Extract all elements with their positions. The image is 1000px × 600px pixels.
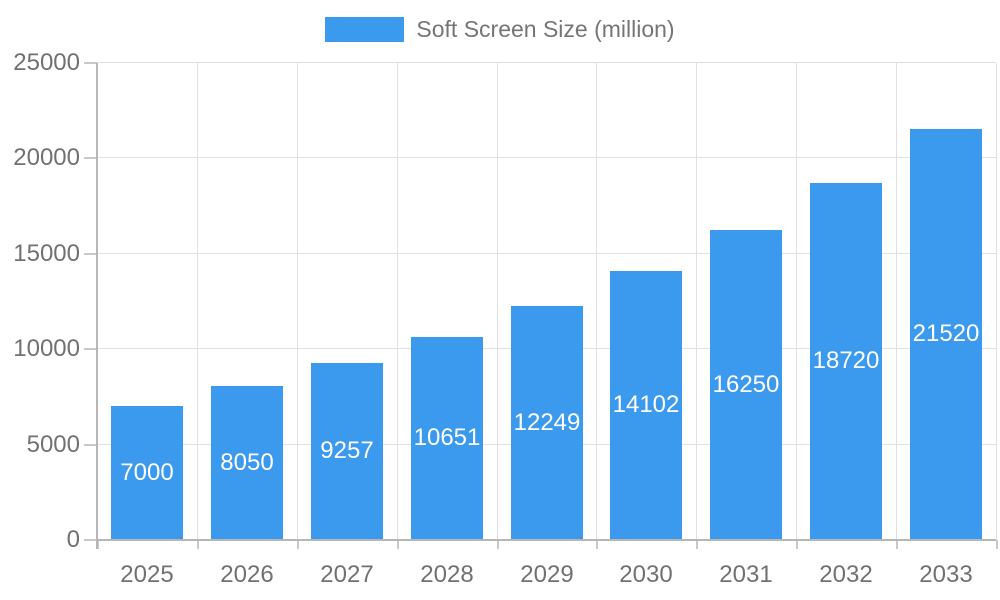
x-axis-line	[96, 539, 996, 541]
legend-item[interactable]: Soft Screen Size (million)	[0, 17, 1000, 42]
y-gridline	[97, 62, 996, 63]
y-tick-mark	[84, 253, 97, 255]
x-axis-tick-label: 2033	[919, 561, 973, 588]
x-axis-tick-label: 2027	[320, 561, 374, 588]
y-tick-mark	[84, 539, 97, 541]
bar-2029[interactable]	[511, 306, 583, 539]
x-tick-mark	[696, 540, 698, 549]
y-axis-line	[96, 63, 98, 549]
x-tick-mark	[896, 540, 898, 549]
y-gridline	[97, 157, 996, 158]
x-axis-tick-label: 2031	[719, 561, 773, 588]
y-axis-tick-label: 10000	[13, 335, 80, 362]
x-tick-mark	[397, 540, 399, 549]
x-gridline	[696, 63, 697, 540]
x-axis-tick-label: 2028	[420, 561, 474, 588]
legend-label: Soft Screen Size (million)	[416, 16, 675, 42]
bar-2028[interactable]	[411, 337, 483, 539]
x-gridline	[297, 63, 298, 540]
bar-2032[interactable]	[810, 183, 882, 539]
x-gridline	[197, 63, 198, 540]
x-axis-tick-label: 2026	[220, 561, 274, 588]
x-axis-tick-label: 2025	[120, 561, 174, 588]
x-tick-mark	[97, 540, 99, 549]
x-gridline	[796, 63, 797, 540]
legend-swatch	[325, 17, 405, 42]
x-tick-mark	[297, 540, 299, 549]
x-axis-tick-label: 2032	[819, 561, 873, 588]
bar-2026[interactable]	[211, 386, 283, 539]
bar-2030[interactable]	[610, 271, 682, 539]
y-axis-tick-label: 5000	[26, 431, 80, 458]
y-gridline	[97, 253, 996, 254]
x-axis-tick-label: 2030	[619, 561, 673, 588]
y-axis-tick-label: 15000	[13, 240, 80, 267]
x-axis-tick-label: 2029	[520, 561, 574, 588]
x-gridline	[896, 63, 897, 540]
y-axis-tick-label: 0	[66, 526, 80, 553]
x-tick-mark	[497, 540, 499, 549]
x-gridline	[397, 63, 398, 540]
x-tick-mark	[996, 540, 998, 549]
y-axis-tick-label: 25000	[13, 49, 80, 76]
y-tick-mark	[84, 62, 97, 64]
bar-2033[interactable]	[910, 129, 982, 539]
x-tick-mark	[596, 540, 598, 549]
bar-2027[interactable]	[311, 363, 383, 539]
y-tick-mark	[84, 444, 97, 446]
x-gridline	[596, 63, 597, 540]
x-tick-mark	[197, 540, 199, 549]
y-tick-mark	[84, 157, 97, 159]
y-tick-mark	[84, 348, 97, 350]
x-gridline	[996, 63, 997, 540]
x-tick-mark	[796, 540, 798, 549]
bar-2031[interactable]	[710, 230, 782, 539]
y-axis-tick-label: 20000	[13, 144, 80, 171]
bar-2025[interactable]	[111, 406, 183, 539]
x-gridline	[497, 63, 498, 540]
